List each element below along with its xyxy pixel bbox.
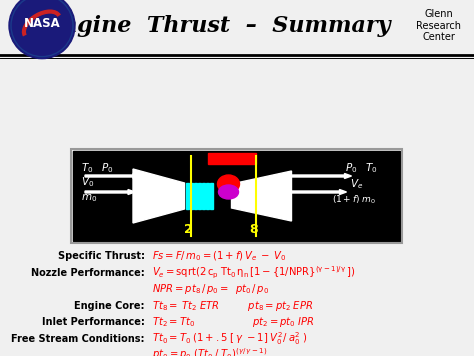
FancyArrow shape xyxy=(292,189,346,194)
Bar xyxy=(73,151,400,241)
Circle shape xyxy=(9,0,75,59)
Bar xyxy=(210,183,213,209)
Text: $T_0$: $T_0$ xyxy=(81,161,93,175)
Ellipse shape xyxy=(219,185,238,199)
Bar xyxy=(199,183,201,209)
Text: Glenn
Research
Center: Glenn Research Center xyxy=(416,9,461,42)
Text: $P_0$: $P_0$ xyxy=(345,161,357,175)
Polygon shape xyxy=(133,169,184,223)
Bar xyxy=(194,183,197,209)
Text: $Tt_0 = T_0\; (1 + .5\; [\; \gamma\; -1]\; V_0^2/\; a_0^2\; )$: $Tt_0 = T_0\; (1 + .5\; [\; \gamma\; -1]… xyxy=(152,331,308,347)
Polygon shape xyxy=(231,171,292,221)
Text: $V_e$: $V_e$ xyxy=(350,177,363,191)
Bar xyxy=(186,183,189,209)
Text: Inlet Performance:: Inlet Performance: xyxy=(42,317,145,327)
Bar xyxy=(202,183,205,209)
Bar xyxy=(207,183,209,209)
Bar xyxy=(209,153,256,164)
Bar xyxy=(71,149,402,243)
Text: Free Stream Conditions:: Free Stream Conditions: xyxy=(11,334,145,344)
Text: $V_e = \rm{sqrt}(2\, c_p\; Tt_0\, \eta_n\, [1 - \{1/NPR\}^{(\gamma-1)/\gamma}\, : $V_e = \rm{sqrt}(2\, c_p\; Tt_0\, \eta_n… xyxy=(152,265,355,281)
Text: $NPR = pt_8\, /\, p_0 =\;\; pt_0\, /\, p_0$: $NPR = pt_8\, /\, p_0 =\;\; pt_0\, /\, p… xyxy=(152,282,269,296)
Ellipse shape xyxy=(218,175,239,193)
Text: $Tt_2 = Tt_0 \qquad\qquad\qquad pt_2 = pt_0\; IPR$: $Tt_2 = Tt_0 \qquad\qquad\qquad pt_2 = p… xyxy=(152,315,314,329)
Text: $m_0$: $m_0$ xyxy=(81,192,97,204)
FancyArrow shape xyxy=(292,173,352,178)
FancyArrow shape xyxy=(85,189,135,194)
Text: $pt_0 = p_0\; (Tt_0\; /\; T_0)^{(\gamma/\, \gamma -1)}$: $pt_0 = p_0\; (Tt_0\; /\; T_0)^{(\gamma/… xyxy=(152,346,267,356)
Text: Specific Thrust:: Specific Thrust: xyxy=(58,251,145,261)
Text: $V_0$: $V_0$ xyxy=(81,175,94,189)
Text: $Fs = F/\, m_0 = (1 + f)\, V_e\; -\; V_0$: $Fs = F/\, m_0 = (1 + f)\, V_e\; -\; V_0… xyxy=(152,249,286,263)
Text: $T_0$: $T_0$ xyxy=(365,161,377,175)
Text: $Tt_8 =\; Tt_2\; ETR \qquad\quad pt_8 = pt_2\; EPR$: $Tt_8 =\; Tt_2\; ETR \qquad\quad pt_8 = … xyxy=(152,299,313,313)
Text: 8: 8 xyxy=(249,223,258,236)
FancyArrow shape xyxy=(85,173,140,178)
Text: Nozzle Performance:: Nozzle Performance: xyxy=(31,268,145,278)
Text: Engine  Thrust  –  Summary: Engine Thrust – Summary xyxy=(45,15,392,37)
Bar xyxy=(191,183,193,209)
Text: 2: 2 xyxy=(184,223,193,236)
Text: NASA: NASA xyxy=(24,17,60,30)
Text: Engine Core:: Engine Core: xyxy=(74,301,145,311)
Text: $P_0$: $P_0$ xyxy=(101,161,113,175)
Text: $(1+f)\ m_0$: $(1+f)\ m_0$ xyxy=(332,194,376,206)
